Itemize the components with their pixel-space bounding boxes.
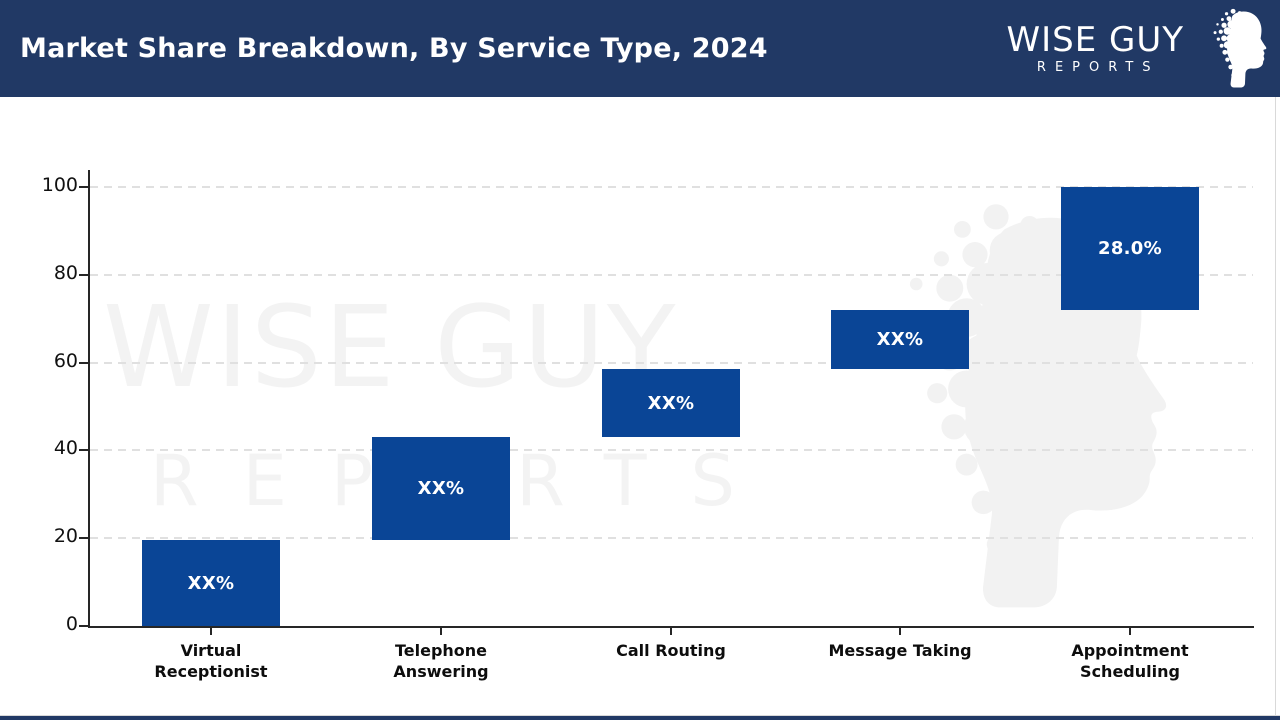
x-category-label: Message Taking — [828, 641, 972, 660]
brand-name: WISE GUY — [1006, 20, 1184, 60]
header-bar: Market Share Breakdown, By Service Type,… — [0, 0, 1280, 97]
y-tick-label: 40 — [53, 437, 78, 460]
right-edge-divider — [1275, 97, 1276, 715]
x-category-label: Appointment Scheduling — [1071, 641, 1189, 681]
y-tick-mark — [79, 625, 88, 627]
bar: XX% — [831, 309, 969, 370]
y-tick-label: 20 — [53, 525, 78, 548]
gridline — [90, 186, 1253, 188]
bar: XX% — [372, 437, 510, 541]
y-tick-mark — [79, 361, 88, 364]
bar-value-label: XX% — [876, 329, 924, 351]
y-tick-mark — [79, 273, 88, 276]
bar-value-label: XX% — [187, 572, 235, 594]
x-tick-mark — [1129, 628, 1131, 635]
x-axis — [88, 626, 1254, 628]
y-tick-label: 0 — [65, 613, 78, 635]
y-axis — [88, 170, 90, 628]
gridline — [90, 361, 1253, 364]
x-category-label: Telephone Answering — [393, 641, 489, 681]
watermark-brand-name: WISE GUY — [103, 283, 678, 413]
footer-bar — [0, 716, 1280, 720]
y-tick-mark — [79, 537, 88, 540]
bar-value-label: XX% — [417, 478, 465, 500]
bar-value-label: XX% — [647, 392, 695, 414]
x-tick-mark — [670, 628, 672, 635]
gridline — [90, 537, 1253, 540]
brand-logo-text: WISE GUY REPORTS — [1006, 23, 1184, 74]
bottom-edge-divider — [0, 715, 1280, 716]
page-title: Market Share Breakdown, By Service Type,… — [20, 33, 768, 64]
bar-value-label: 28.0% — [1098, 237, 1162, 259]
bar: XX% — [142, 540, 280, 626]
brand-subname: REPORTS — [1036, 60, 1160, 75]
x-tick-mark — [440, 628, 442, 635]
bar: 28.0% — [1061, 187, 1199, 310]
y-tick-mark — [79, 186, 88, 188]
x-category-label: Call Routing — [616, 641, 726, 660]
y-tick-label: 100 — [41, 174, 78, 196]
brand-logo: WISE GUY REPORTS — [1006, 7, 1270, 91]
bar: XX% — [602, 369, 740, 438]
gridline — [90, 273, 1253, 276]
y-tick-label: 60 — [53, 349, 78, 372]
x-tick-mark — [899, 628, 901, 635]
y-tick-mark — [79, 449, 88, 452]
x-category-label: Virtual Receptionist — [154, 641, 268, 681]
gridline — [90, 449, 1253, 452]
x-tick-mark — [210, 628, 212, 635]
y-tick-label: 80 — [53, 261, 78, 284]
